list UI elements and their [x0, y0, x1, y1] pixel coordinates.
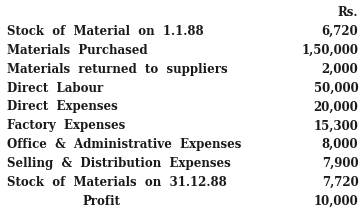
- Text: 1,50,000: 1,50,000: [302, 44, 358, 57]
- Text: 50,000: 50,000: [313, 81, 358, 95]
- Text: Materials  Purchased: Materials Purchased: [7, 44, 148, 57]
- Text: 7,720: 7,720: [321, 176, 358, 189]
- Text: 10,000: 10,000: [313, 195, 358, 208]
- Text: 20,000: 20,000: [313, 100, 358, 113]
- Text: 15,300: 15,300: [313, 119, 358, 132]
- Text: Direct  Labour: Direct Labour: [7, 81, 104, 95]
- Text: Factory  Expenses: Factory Expenses: [7, 119, 126, 132]
- Text: Selling  &  Distribution  Expenses: Selling & Distribution Expenses: [7, 157, 231, 170]
- Text: Profit: Profit: [83, 195, 120, 208]
- Text: Stock  of  Materials  on  31.12.88: Stock of Materials on 31.12.88: [7, 176, 227, 189]
- Text: Stock  of  Material  on  1.1.88: Stock of Material on 1.1.88: [7, 25, 204, 38]
- Text: Direct  Expenses: Direct Expenses: [7, 100, 118, 113]
- Text: 6,720: 6,720: [321, 25, 358, 38]
- Text: Rs.: Rs.: [338, 6, 358, 19]
- Text: Office  &  Administrative  Expenses: Office & Administrative Expenses: [7, 138, 241, 151]
- Text: 7,900: 7,900: [322, 157, 358, 170]
- Text: Materials  returned  to  suppliers: Materials returned to suppliers: [7, 63, 228, 76]
- Text: 8,000: 8,000: [322, 138, 358, 151]
- Text: 2,000: 2,000: [321, 63, 358, 76]
